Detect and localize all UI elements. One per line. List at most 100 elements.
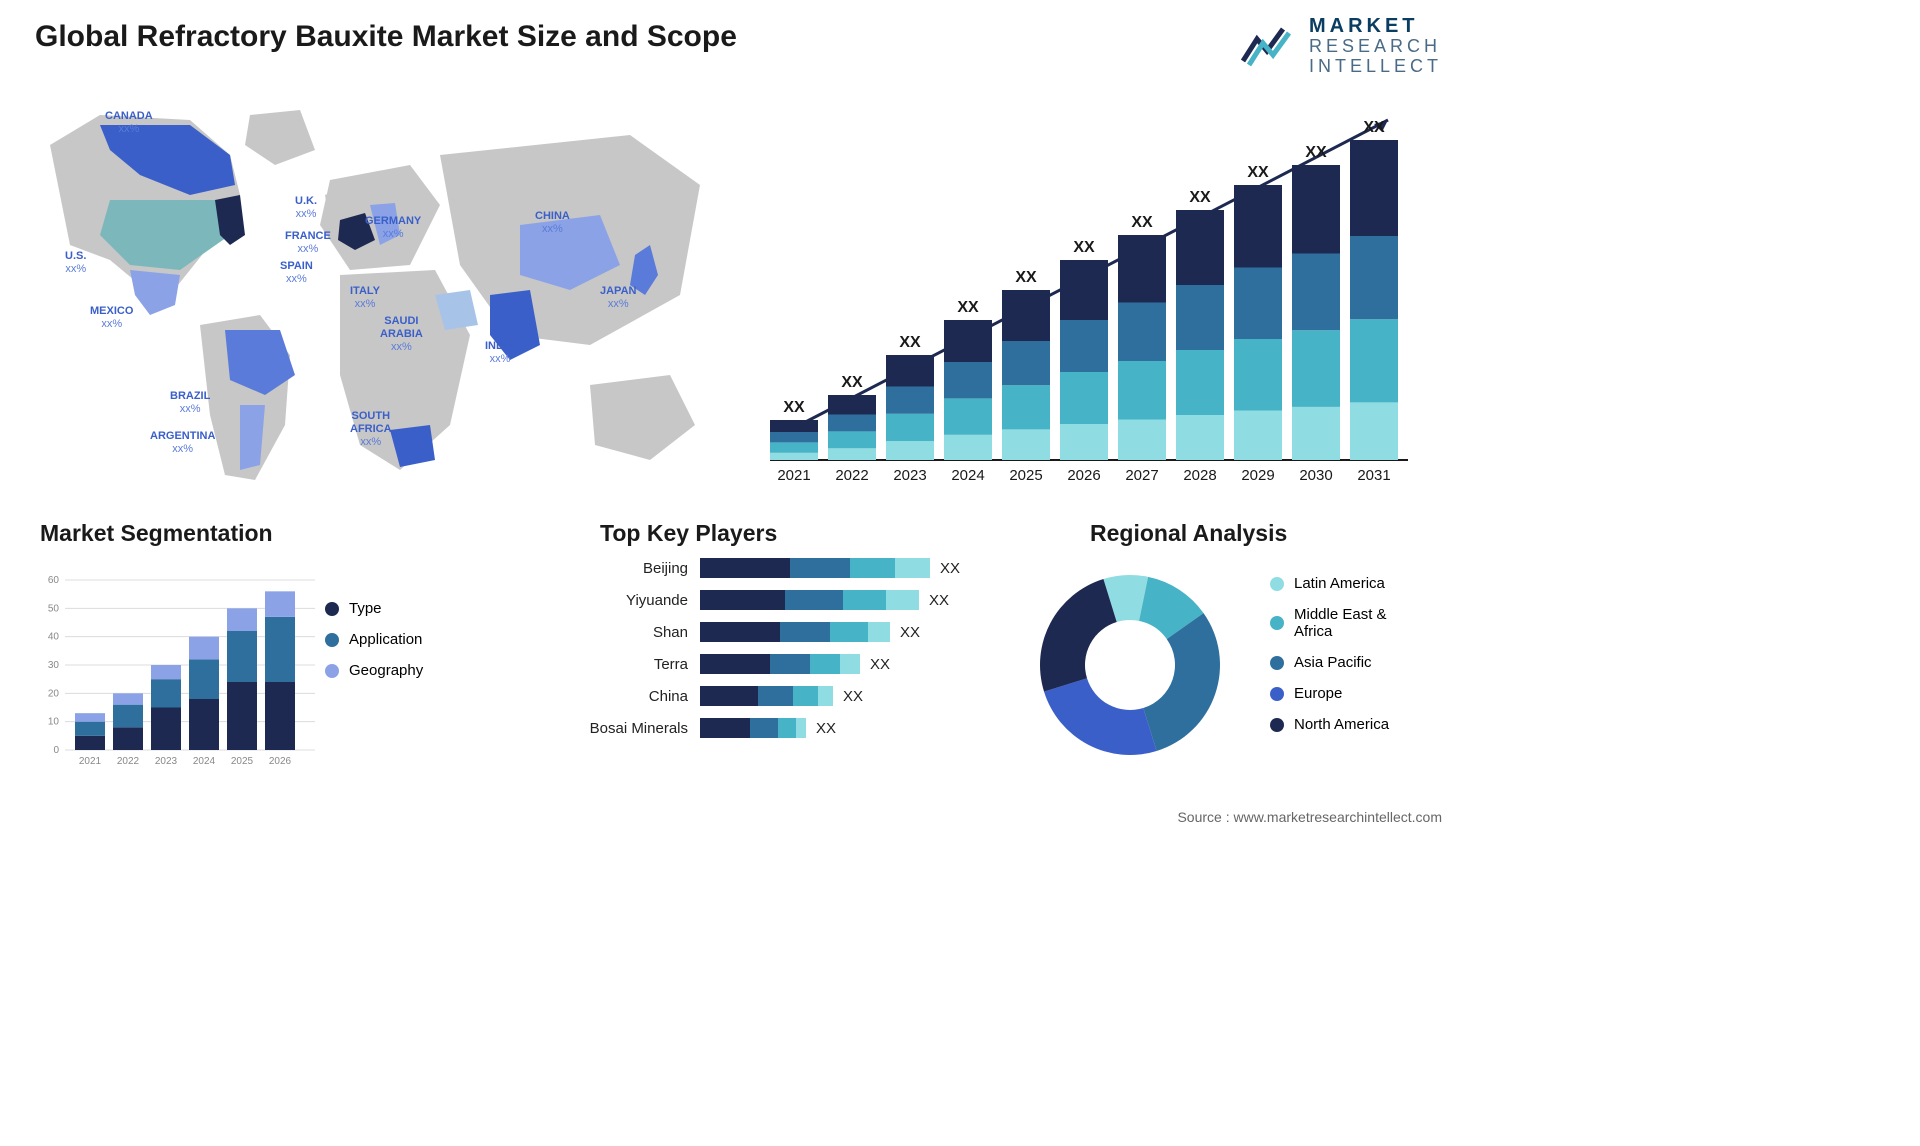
map-label: CHINAxx%: [535, 210, 570, 236]
map-label: JAPANxx%: [600, 285, 636, 311]
regional-legend-item: Middle East &Africa: [1270, 606, 1389, 640]
segmentation-title: Market Segmentation: [40, 520, 273, 547]
map-label: SOUTHAFRICAxx%: [350, 410, 392, 450]
logo-mark-icon: [1239, 21, 1299, 71]
svg-text:2028: 2028: [1183, 467, 1216, 484]
map-label: ARGENTINAxx%: [150, 430, 215, 456]
svg-text:XX: XX: [783, 399, 805, 416]
segmentation-chart-svg: 0 10 20 30 40 50 60 2021 2022 2023 2024 2025 2026: [35, 555, 315, 775]
svg-text:2023: 2023: [155, 756, 178, 767]
svg-text:2029: 2029: [1241, 467, 1274, 484]
map-label: BRAZILxx%: [170, 390, 210, 416]
svg-text:2025: 2025: [231, 756, 254, 767]
player-row: Terra XX: [580, 651, 1000, 677]
player-name: Terra: [580, 656, 700, 673]
segmentation-legend-item: Geography: [325, 662, 423, 679]
player-row: China XX: [580, 683, 1000, 709]
player-name: Beijing: [580, 560, 700, 577]
player-value: XX: [919, 592, 949, 609]
svg-text:2022: 2022: [117, 756, 140, 767]
regional-legend-item: North America: [1270, 716, 1389, 733]
segmentation-panel: 0 10 20 30 40 50 60 2021 2022 2023 2024 2025 2026 Ty…: [35, 555, 465, 790]
map-label: ITALYxx%: [350, 285, 380, 311]
svg-text:XX: XX: [1363, 119, 1385, 136]
player-row: Shan XX: [580, 619, 1000, 645]
svg-text:20: 20: [48, 688, 60, 699]
player-row: Yiyuande XX: [580, 587, 1000, 613]
player-bar: [700, 622, 890, 642]
player-bar: [700, 590, 919, 610]
player-bar: [700, 654, 860, 674]
svg-text:XX: XX: [1305, 144, 1327, 161]
player-name: Yiyuande: [580, 592, 700, 609]
svg-text:60: 60: [48, 575, 60, 586]
regional-title: Regional Analysis: [1090, 520, 1287, 547]
player-bar: [700, 558, 930, 578]
svg-text:XX: XX: [1247, 164, 1269, 181]
svg-text:30: 30: [48, 660, 60, 671]
regional-legend-item: Europe: [1270, 685, 1389, 702]
regional-legend-item: Latin America: [1270, 575, 1389, 592]
player-bar: [700, 718, 806, 738]
svg-text:2022: 2022: [835, 467, 868, 484]
map-label: U.K.xx%: [295, 195, 317, 221]
player-row: Bosai Minerals XX: [580, 715, 1000, 741]
svg-text:2023: 2023: [893, 467, 926, 484]
svg-text:50: 50: [48, 603, 60, 614]
page-title: Global Refractory Bauxite Market Size an…: [35, 20, 737, 54]
map-label: SAUDIARABIAxx%: [380, 315, 423, 355]
regional-legend-item: Asia Pacific: [1270, 654, 1389, 671]
svg-text:2024: 2024: [193, 756, 216, 767]
svg-text:40: 40: [48, 632, 60, 643]
regional-panel: Latin America Middle East &Africa Asia Pac…: [1020, 555, 1450, 790]
map-label: MEXICOxx%: [90, 305, 133, 331]
regional-donut-svg: [1020, 555, 1240, 775]
svg-text:2026: 2026: [1067, 467, 1100, 484]
map-label: INDIAxx%: [485, 340, 515, 366]
player-name: Shan: [580, 624, 700, 641]
segmentation-legend-item: Application: [325, 631, 423, 648]
svg-text:2026: 2026: [269, 756, 292, 767]
player-value: XX: [860, 656, 890, 673]
svg-text:XX: XX: [841, 374, 863, 391]
player-value: XX: [833, 688, 863, 705]
logo-line3: INTELLECT: [1309, 57, 1442, 77]
regional-legend: Latin America Middle East &Africa Asia Pac…: [1270, 575, 1389, 747]
svg-text:XX: XX: [899, 334, 921, 351]
player-name: China: [580, 688, 700, 705]
svg-text:XX: XX: [1073, 239, 1095, 256]
player-bar: [700, 686, 833, 706]
svg-text:0: 0: [53, 745, 59, 756]
map-label: FRANCExx%: [285, 230, 331, 256]
segmentation-legend: Type Application Geography: [325, 600, 423, 693]
players-panel: BeijingXXYiyuandeXXShanXXTerraXXChinaXXB…: [580, 555, 1000, 790]
brand-logo: MARKET RESEARCH INTELLECT: [1239, 15, 1442, 77]
map-label: U.S.xx%: [65, 250, 86, 276]
players-title: Top Key Players: [600, 520, 777, 547]
svg-text:2031: 2031: [1357, 467, 1390, 484]
world-map-panel: CANADAxx% U.S.xx% MEXICOxx% BRAZILxx% ARGENT…: [30, 95, 730, 495]
map-label: GERMANYxx%: [365, 215, 421, 241]
source-attribution: Source : www.marketresearchintellect.com: [1177, 809, 1442, 825]
svg-text:2030: 2030: [1299, 467, 1332, 484]
svg-text:2021: 2021: [777, 467, 810, 484]
logo-line1: MARKET: [1309, 15, 1442, 37]
svg-text:XX: XX: [957, 299, 979, 316]
map-label: SPAINxx%: [280, 260, 313, 286]
player-value: XX: [930, 560, 960, 577]
logo-line2: RESEARCH: [1309, 37, 1442, 57]
map-label: CANADAxx%: [105, 110, 153, 136]
growth-chart-svg: XX 2021 XX 2022 XX 2023 XX 2024 XX 2025 XX 2026 XX 20…: [760, 110, 1440, 490]
player-name: Bosai Minerals: [580, 720, 700, 737]
player-row: Beijing XX: [580, 555, 1000, 581]
svg-text:2021: 2021: [79, 756, 102, 767]
segmentation-legend-item: Type: [325, 600, 423, 617]
growth-chart-panel: XX 2021 XX 2022 XX 2023 XX 2024 XX 2025 XX 2026 XX 20…: [760, 110, 1440, 490]
svg-text:XX: XX: [1131, 214, 1153, 231]
svg-text:10: 10: [48, 717, 60, 728]
svg-text:2024: 2024: [951, 467, 984, 484]
svg-text:XX: XX: [1189, 189, 1211, 206]
player-value: XX: [890, 624, 920, 641]
svg-text:2025: 2025: [1009, 467, 1042, 484]
player-value: XX: [806, 720, 836, 737]
